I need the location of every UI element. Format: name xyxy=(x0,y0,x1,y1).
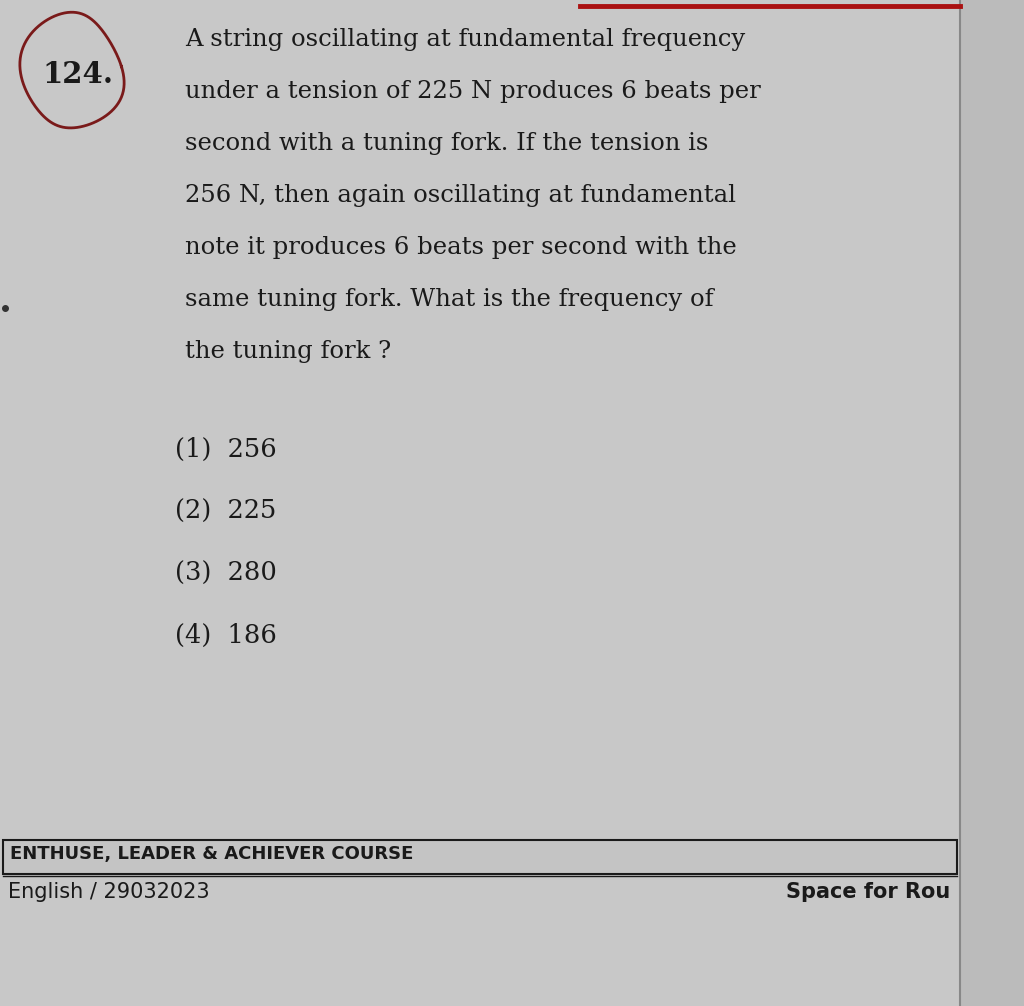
Text: A string oscillating at fundamental frequency: A string oscillating at fundamental freq… xyxy=(185,28,745,51)
FancyBboxPatch shape xyxy=(3,840,957,874)
Text: English / 29032023: English / 29032023 xyxy=(8,882,210,902)
Text: note it produces 6 beats per second with the: note it produces 6 beats per second with… xyxy=(185,236,736,259)
FancyBboxPatch shape xyxy=(961,0,1024,1006)
Text: second with a tuning fork. If the tension is: second with a tuning fork. If the tensio… xyxy=(185,132,709,155)
Text: (3)  280: (3) 280 xyxy=(175,561,276,586)
Text: same tuning fork. What is the frequency of: same tuning fork. What is the frequency … xyxy=(185,288,714,311)
Text: (4)  186: (4) 186 xyxy=(175,623,276,648)
Text: under a tension of 225 N produces 6 beats per: under a tension of 225 N produces 6 beat… xyxy=(185,80,761,103)
Text: (2)  225: (2) 225 xyxy=(175,499,276,524)
Text: 124.: 124. xyxy=(43,59,114,89)
Text: the tuning fork ?: the tuning fork ? xyxy=(185,340,391,363)
Text: 256 N, then again oscillating at fundamental: 256 N, then again oscillating at fundame… xyxy=(185,184,736,207)
Text: (1)  256: (1) 256 xyxy=(175,437,276,462)
Text: Space for Rou: Space for Rou xyxy=(785,882,950,902)
Text: ENTHUSE, LEADER & ACHIEVER COURSE: ENTHUSE, LEADER & ACHIEVER COURSE xyxy=(10,845,414,863)
